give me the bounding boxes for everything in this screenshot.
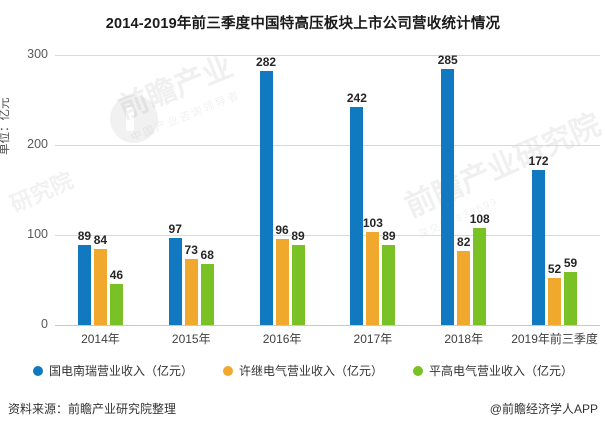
- bar-value-label: 282: [256, 55, 277, 70]
- bar-value-label: 52: [547, 262, 562, 277]
- bar-column: 108: [470, 55, 490, 325]
- bar[interactable]: [366, 232, 380, 325]
- bar-group: 282 96 89: [237, 55, 328, 325]
- bar[interactable]: [350, 107, 364, 325]
- bar[interactable]: [382, 244, 396, 325]
- bar-column: 242: [347, 55, 367, 325]
- bar[interactable]: [275, 238, 289, 325]
- bar[interactable]: [291, 244, 305, 325]
- x-axis-label: 2017年: [353, 332, 393, 346]
- chart-title: 2014-2019年前三季度中国特高压板块上市公司营收统计情况: [105, 16, 501, 32]
- bar-group: 172 52 59: [509, 55, 600, 325]
- bar-group: 285 82 108: [418, 54, 509, 325]
- legend-item[interactable]: 国电南瑞营业收入（亿元）: [32, 362, 193, 379]
- bar-value-label: 96: [275, 222, 289, 237]
- bar-column: 282: [256, 55, 276, 325]
- bar-group: 97 73 68: [146, 55, 237, 325]
- bar-value-label: 84: [93, 233, 108, 248]
- bar[interactable]: [168, 237, 182, 325]
- legend-marker-icon: [413, 365, 423, 376]
- bar-value-label: 103: [362, 216, 383, 231]
- x-axis-labels: 2014年 2015年 2016年 2017年 2018年 2019年前三季度: [55, 330, 600, 347]
- bar[interactable]: [200, 263, 214, 325]
- bar-value-label: 242: [346, 91, 367, 106]
- bar-column: 89: [78, 55, 91, 325]
- bar[interactable]: [473, 227, 487, 325]
- gridline-0: [55, 325, 600, 326]
- bar-value-label: 82: [457, 235, 471, 250]
- bar-column: 89: [382, 55, 396, 325]
- bar-group-bars: 172 52 59: [509, 55, 600, 325]
- bar-column: 73: [185, 55, 198, 325]
- bar[interactable]: [184, 259, 198, 325]
- gridline-300: [55, 55, 600, 56]
- bar-group-bars: 242 103 89: [327, 55, 418, 325]
- y-tick-label-100: 100: [27, 227, 48, 241]
- y-tick-label-200: 200: [27, 137, 48, 151]
- bar[interactable]: [564, 271, 578, 325]
- legend-item[interactable]: 许继电气营业收入（亿元）: [222, 362, 383, 379]
- bar-column: 82: [457, 55, 470, 325]
- bar-group-bars: 97 73 68: [146, 55, 237, 325]
- bar-groups: 89 84 46 97 73 68 282 96 89 242 103 89 285 82 108 172 52…: [55, 54, 600, 325]
- bar-value-label: 97: [168, 221, 182, 236]
- footer-source: 资料来源：前瞻产业研究院整理: [8, 402, 177, 416]
- bar-column: 46: [110, 55, 123, 325]
- x-axis-label: 2016年: [262, 332, 302, 346]
- bar-group-bars: 285 82 108: [418, 54, 509, 325]
- bar-column: 84: [94, 55, 107, 325]
- legend-item[interactable]: 平高电气营业收入（亿元）: [413, 362, 573, 379]
- bar-value-label: 89: [291, 228, 305, 243]
- bar-value-label: 108: [469, 211, 490, 226]
- y-tick-label-300: 300: [27, 47, 48, 61]
- legend-label: 国电南瑞营业收入（亿元）: [48, 364, 193, 378]
- bar[interactable]: [109, 283, 123, 325]
- bar[interactable]: [77, 244, 91, 325]
- bar-value-label: 89: [382, 228, 396, 243]
- bar-value-label: 46: [109, 267, 124, 282]
- bar-column: 96: [275, 55, 289, 325]
- bar-value-label: 89: [77, 228, 92, 243]
- bar[interactable]: [457, 251, 471, 325]
- bar-group-bars: 89 84 46: [55, 55, 146, 325]
- chart-legend: 国电南瑞营业收入（亿元） 许继电气营业收入（亿元） 平高电气营业收入（亿元）: [0, 362, 606, 379]
- plot-area: [55, 55, 600, 326]
- footer-brand: @前瞻经济学人APP: [489, 402, 598, 416]
- gridline-200: [55, 145, 600, 146]
- bar[interactable]: [532, 170, 546, 325]
- bar-group-bars: 282 96 89: [237, 55, 328, 325]
- bar-value-label: 68: [200, 247, 214, 262]
- bar-column: 89: [291, 55, 305, 325]
- x-axis-label: 2014年: [81, 332, 120, 346]
- bar-column: 68: [201, 55, 214, 325]
- bar[interactable]: [93, 249, 107, 325]
- bar-column: 59: [564, 55, 577, 325]
- x-axis-label: 2018年: [444, 332, 484, 346]
- bar-column: 172: [529, 55, 549, 325]
- bar-value-label: 73: [184, 243, 198, 258]
- y-tick-label-0: 0: [41, 317, 48, 331]
- bar-column: 52: [548, 55, 561, 325]
- bar-column: 103: [363, 55, 383, 325]
- bar[interactable]: [441, 68, 455, 325]
- bar-column: 97: [169, 55, 182, 325]
- legend-marker-icon: [32, 365, 43, 376]
- legend-marker-icon: [222, 365, 233, 376]
- legend-label: 平高电气营业收入（亿元）: [429, 364, 574, 378]
- bar-value-label: 285: [437, 52, 458, 67]
- bar-column: 285: [438, 54, 458, 325]
- x-axis-label: 2015年: [171, 332, 211, 346]
- bar[interactable]: [548, 278, 562, 325]
- x-axis-label: 2019年前三季度: [511, 332, 598, 346]
- bar-group: 89 84 46: [55, 55, 146, 325]
- bar[interactable]: [259, 71, 273, 325]
- y-axis-tick-labels: 0 100 200 300: [0, 47, 606, 331]
- bar-value-label: 172: [528, 154, 549, 169]
- bar-group: 242 103 89: [327, 55, 418, 325]
- gridline-100: [55, 235, 600, 236]
- bar-value-label: 59: [563, 255, 578, 270]
- legend-label: 许继电气营业收入（亿元）: [238, 364, 383, 378]
